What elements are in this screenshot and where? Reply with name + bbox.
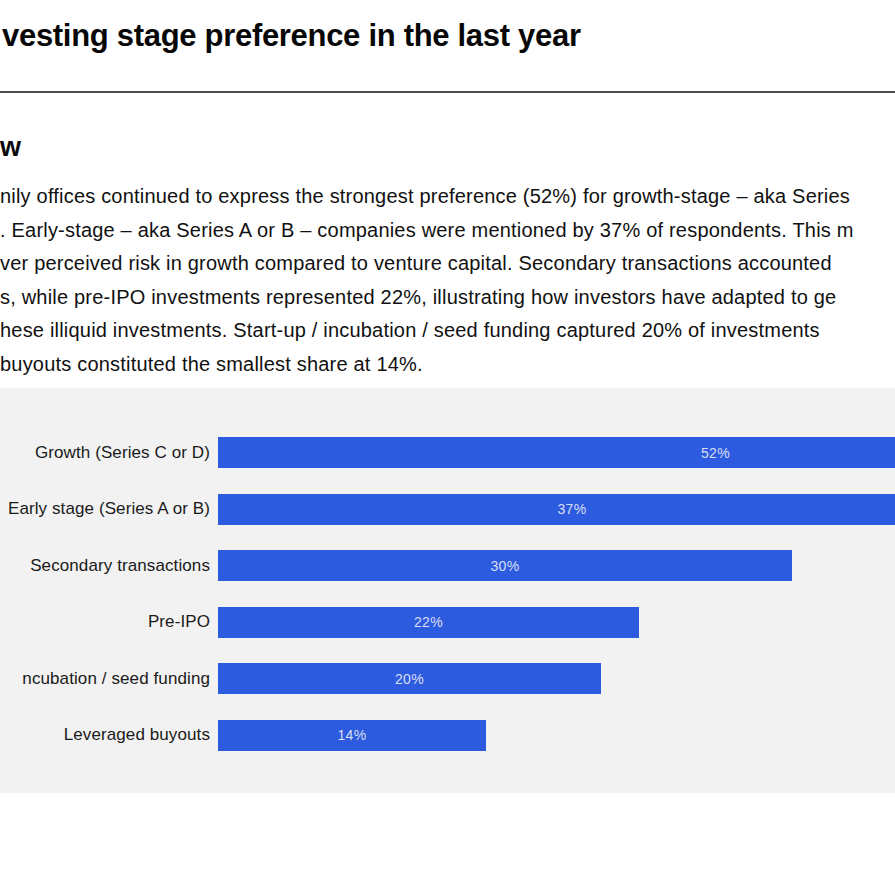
paragraph-line: hese illiquid investments. Start-up / in…	[0, 314, 895, 348]
bar-value-label: 37%	[558, 501, 587, 517]
overview-paragraph: nily offices continued to express the st…	[0, 180, 895, 381]
bar: 30%	[218, 550, 792, 581]
bar-value-label: 52%	[701, 445, 730, 461]
paragraph-line: s, while pre-IPO investments represented…	[0, 281, 895, 315]
paragraph-line: nily offices continued to express the st…	[0, 180, 895, 214]
bar: 52%	[218, 437, 895, 468]
paragraph-line: buyouts constituted the smallest share a…	[0, 348, 895, 382]
bar-value-label: 30%	[491, 558, 520, 574]
bar: 20%	[218, 663, 601, 694]
bar-category-label: ncubation / seed funding	[0, 663, 210, 694]
paragraph-line: ver perceived risk in growth compared to…	[0, 247, 895, 281]
bar-value-label: 14%	[338, 727, 367, 743]
paragraph-line: . Early-stage – aka Series A or B – comp…	[0, 214, 895, 248]
bar-chart-panel: Growth (Series C or D) 52% Early stage (Se…	[0, 388, 895, 793]
bar: 22%	[218, 607, 639, 638]
title-divider-rule	[0, 91, 895, 93]
page-title: vesting stage preference in the last yea…	[2, 17, 581, 55]
bar: 37%	[218, 494, 895, 525]
bar: 14%	[218, 720, 486, 751]
bar-value-label: 22%	[414, 614, 443, 630]
bar-category-label: Growth (Series C or D)	[0, 437, 210, 468]
bar-category-label: Pre-IPO	[0, 607, 210, 638]
bar-category-label: Early stage (Series A or B)	[0, 494, 210, 525]
bar-category-label: Leveraged buyouts	[0, 720, 210, 751]
bar-value-label: 20%	[395, 671, 424, 687]
bar-category-label: Secondary transactions	[0, 550, 210, 581]
overview-section-heading: w	[0, 132, 21, 163]
